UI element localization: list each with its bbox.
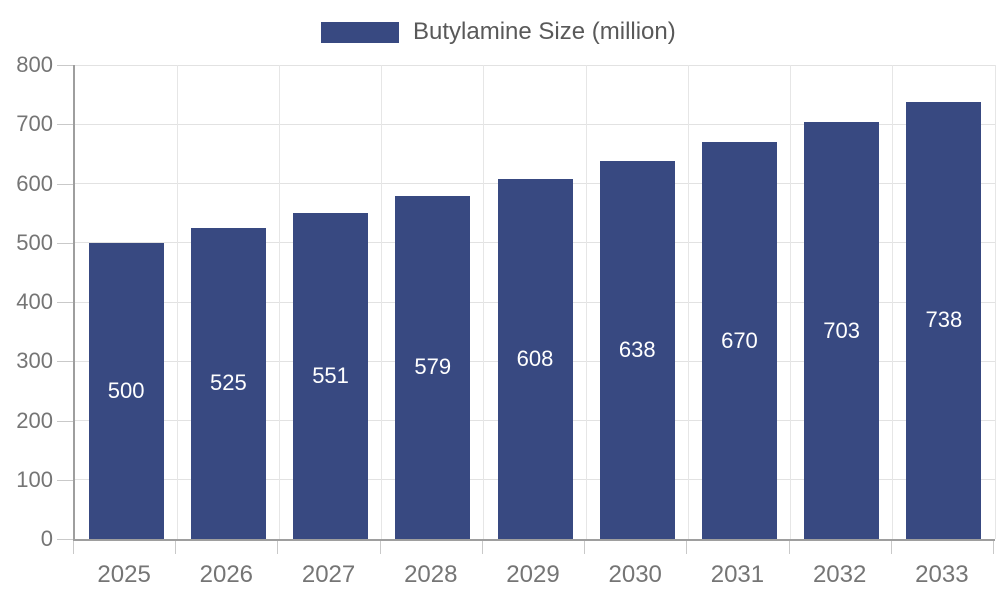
y-tick-label: 700 xyxy=(16,111,53,137)
x-tick xyxy=(993,541,994,554)
bar: 500 xyxy=(88,242,164,539)
v-gridline xyxy=(790,65,792,539)
bar-value-label: 551 xyxy=(312,362,349,388)
y-tick xyxy=(57,302,73,303)
x-tick-label: 2031 xyxy=(710,561,765,588)
y-tick-label: 300 xyxy=(16,348,53,374)
x-tick-label: 2030 xyxy=(608,561,662,588)
y-tick xyxy=(57,361,73,363)
bar: 703 xyxy=(804,122,880,539)
v-gridline xyxy=(176,65,178,539)
bar: 525 xyxy=(190,227,266,539)
x-tick-label: 2032 xyxy=(812,561,867,588)
x-tick xyxy=(890,541,892,554)
bar-value-label: 703 xyxy=(823,317,861,343)
v-gridline xyxy=(892,65,894,539)
y-tick-label: 0 xyxy=(40,526,53,551)
bar-value-label: 500 xyxy=(107,377,145,403)
bar-value-label: 525 xyxy=(209,370,247,396)
x-tick-label: 2033 xyxy=(915,561,969,588)
x-tick-label: 2029 xyxy=(506,561,560,588)
h-gridline xyxy=(75,123,995,125)
bar: 738 xyxy=(906,101,982,539)
bar: 551 xyxy=(293,212,369,539)
bar-value-label: 579 xyxy=(414,354,452,380)
bar: 579 xyxy=(395,195,471,539)
y-tick xyxy=(57,242,73,244)
legend-label: Butylamine Size (million) xyxy=(413,18,676,45)
v-gridline xyxy=(585,65,587,539)
bar: 670 xyxy=(701,142,777,539)
v-gridline xyxy=(381,65,383,539)
y-tick-label: 400 xyxy=(16,289,53,314)
y-tick-label: 100 xyxy=(16,466,53,492)
x-tick-label: 2025 xyxy=(97,561,151,588)
y-tick-label: 800 xyxy=(16,52,53,77)
bar: 638 xyxy=(599,161,675,539)
bar-value-label: 638 xyxy=(618,337,656,362)
y-tick xyxy=(57,124,73,126)
legend: Butylamine Size (million) xyxy=(321,16,676,48)
x-tick xyxy=(73,541,74,554)
y-tick-label: 500 xyxy=(16,229,53,255)
v-gridline xyxy=(994,65,996,539)
bar-value-label: 738 xyxy=(925,307,963,333)
x-tick xyxy=(584,541,586,554)
y-tick-label: 600 xyxy=(16,170,53,196)
bar-value-label: 608 xyxy=(516,345,554,371)
plot-area: 500 525 551 579 608 638 670 703 738 xyxy=(73,64,996,541)
x-tick xyxy=(175,541,177,554)
v-gridline xyxy=(278,65,280,539)
x-tick xyxy=(379,541,381,554)
y-tick xyxy=(57,479,73,481)
bar: 608 xyxy=(497,178,573,539)
h-gridline xyxy=(75,64,995,66)
x-tick-label: 2028 xyxy=(404,561,458,588)
x-tick-label: 2027 xyxy=(301,561,356,588)
y-tick-label: 200 xyxy=(16,407,53,433)
x-tick xyxy=(788,541,790,554)
x-tick xyxy=(686,541,688,554)
v-gridline xyxy=(483,65,485,539)
x-tick xyxy=(481,541,483,554)
bar-value-label: 670 xyxy=(721,327,758,353)
legend-swatch xyxy=(321,21,399,43)
v-gridline xyxy=(687,65,689,539)
y-tick xyxy=(57,65,73,66)
y-tick xyxy=(57,420,73,422)
x-tick xyxy=(277,541,279,554)
x-tick-label: 2026 xyxy=(199,561,254,588)
y-tick xyxy=(57,539,73,540)
y-tick xyxy=(57,183,73,185)
